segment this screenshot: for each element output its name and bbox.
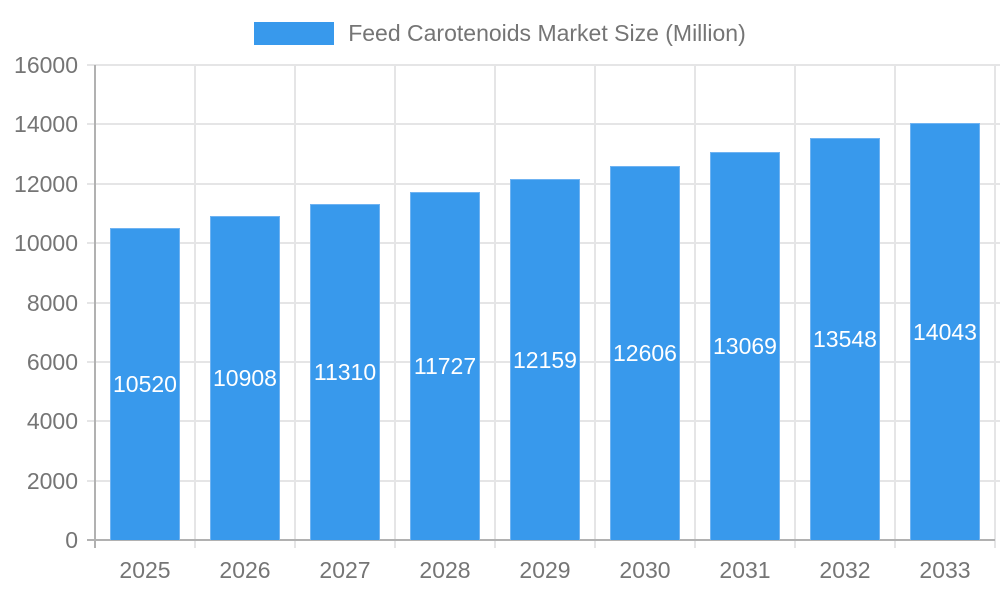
- y-tick-label: 6000: [26, 348, 78, 375]
- v-gridline: [494, 65, 496, 548]
- y-tick-label: 10000: [14, 230, 78, 257]
- v-gridline: [794, 65, 796, 548]
- y-tick-label: 16000: [14, 52, 78, 78]
- x-tick-label: 2026: [219, 557, 271, 583]
- v-gridline: [894, 65, 896, 548]
- y-tick-label: 14000: [14, 111, 78, 138]
- legend-swatch-icon: [254, 22, 335, 45]
- bar-value-label: 13069: [713, 332, 777, 359]
- bar[interactable]: 10908: [210, 216, 280, 540]
- bar-value-label: 12606: [613, 339, 677, 366]
- bar[interactable]: 11310: [310, 204, 380, 540]
- bar[interactable]: 10520: [110, 227, 180, 540]
- v-gridline: [694, 65, 696, 548]
- y-axis-line: [94, 65, 96, 548]
- bar-value-label: 12159: [513, 346, 577, 373]
- x-tick-label: 2030: [619, 557, 671, 583]
- x-tick-label: 2032: [819, 557, 871, 583]
- bar[interactable]: 14043: [910, 123, 980, 540]
- x-tick-label: 2025: [119, 557, 171, 583]
- y-tick-label: 12000: [14, 170, 78, 197]
- v-gridline: [994, 65, 996, 548]
- v-gridline: [394, 65, 396, 548]
- bar[interactable]: 11727: [410, 191, 480, 540]
- x-tick-label: 2033: [919, 557, 971, 583]
- h-gridline: [87, 64, 1000, 66]
- bar[interactable]: 13548: [810, 137, 880, 540]
- v-gridline: [594, 65, 596, 548]
- y-tick-label: 8000: [26, 289, 78, 316]
- bar-value-label: 13548: [813, 325, 877, 352]
- v-gridline: [294, 65, 296, 548]
- bar-value-label: 11310: [313, 359, 377, 386]
- x-tick-label: 2027: [319, 557, 371, 583]
- legend-label: Feed Carotenoids Market Size (Million): [348, 20, 746, 46]
- bar-value-label: 14043: [913, 318, 977, 345]
- y-tick-label: 0: [65, 527, 78, 553]
- bar-value-label: 10908: [213, 365, 277, 392]
- v-gridline: [194, 65, 196, 548]
- bar[interactable]: 12159: [510, 179, 580, 540]
- x-tick-label: 2031: [719, 557, 771, 583]
- legend-item[interactable]: Feed Carotenoids Market Size (Million): [0, 20, 1000, 47]
- x-tick-label: 2028: [419, 557, 471, 583]
- y-tick-label: 4000: [26, 408, 78, 435]
- y-tick-label: 2000: [26, 467, 78, 494]
- bar[interactable]: 12606: [610, 165, 680, 540]
- x-axis-line: [87, 539, 995, 541]
- bar-value-label: 11727: [413, 352, 477, 379]
- h-gridline: [87, 123, 1000, 126]
- x-tick-label: 2029: [519, 557, 571, 583]
- bar[interactable]: 13069: [710, 152, 780, 540]
- bar-value-label: 10520: [113, 370, 177, 397]
